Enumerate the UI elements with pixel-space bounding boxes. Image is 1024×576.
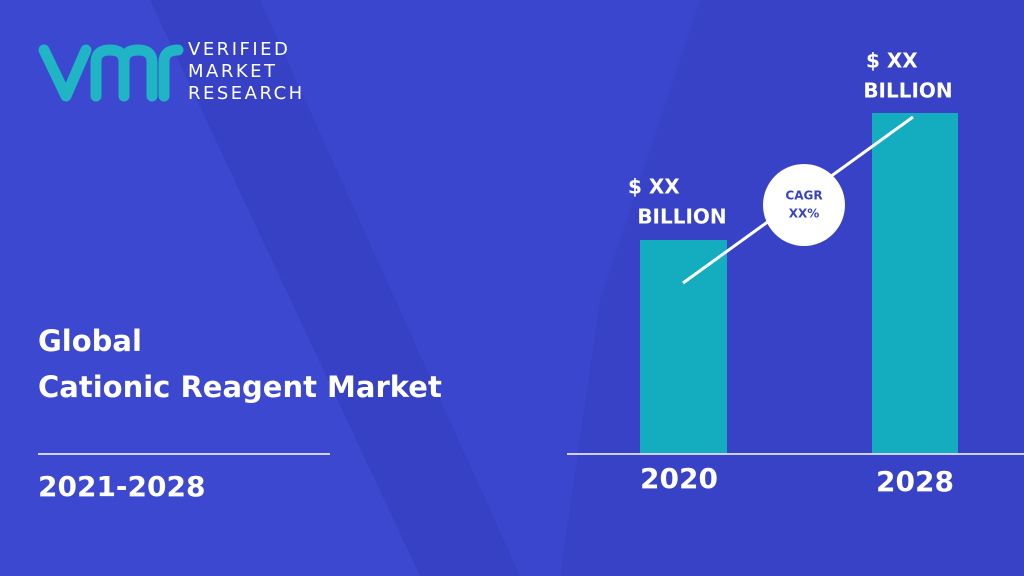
cagr-value: XX% [789, 207, 820, 221]
logo-text: MARKET [188, 61, 278, 82]
value-label: BILLION [863, 79, 952, 103]
title: Global [38, 324, 142, 358]
title: Cationic Reagent Market [38, 370, 442, 404]
bar-label: 2028 [876, 465, 954, 498]
value-label: $ XX [628, 175, 680, 199]
bar [872, 113, 958, 453]
background-shape [0, 0, 420, 576]
background-shape [150, 0, 520, 576]
period: 2021-2028 [38, 470, 205, 503]
value-label: $ XX [866, 49, 918, 73]
bar [640, 240, 727, 453]
cagr-label: CAGR [785, 189, 822, 203]
bar-label: 2020 [640, 462, 718, 495]
value-label: BILLION [637, 205, 726, 229]
logo-text: RESEARCH [188, 83, 305, 104]
cagr-badge [763, 164, 845, 246]
logo-text: VERIFIED [188, 39, 290, 60]
logo-mark [38, 44, 184, 102]
